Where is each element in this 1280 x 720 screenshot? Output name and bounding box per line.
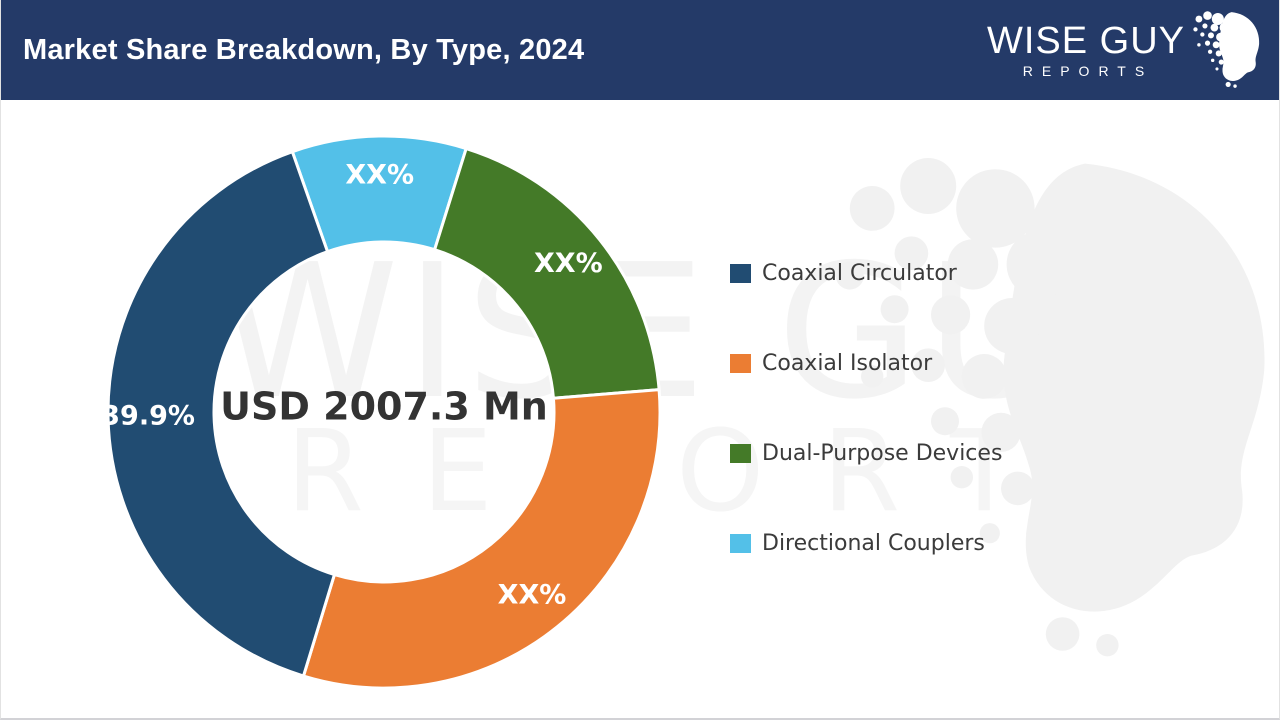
legend-swatch <box>730 443 751 463</box>
logo-text: WISE GUY REPORTS <box>987 22 1185 79</box>
chart-legend: Coaxial Circulator Coaxial Isolator Dual… <box>730 258 1002 618</box>
donut-segment-dual-purpose-devices <box>432 146 661 400</box>
donut-segment-coaxial-circulator <box>106 149 337 678</box>
segment-label-coaxial-circulator: 39.9% <box>101 401 195 432</box>
header-bar: Market Share Breakdown, By Type, 2024 WI… <box>1 0 1279 100</box>
legend-label: Dual-Purpose Devices <box>762 440 1003 466</box>
logo-face-icon <box>1193 11 1260 88</box>
donut-segment-coaxial-isolator <box>301 388 662 690</box>
legend-item-dual-purpose-devices: Dual-Purpose Devices <box>730 438 1002 468</box>
legend-swatch <box>730 263 751 283</box>
segment-label-directional-couplers: XX% <box>345 160 414 191</box>
logo-subtitle: REPORTS <box>1022 62 1154 79</box>
legend-item-coaxial-isolator: Coaxial Isolator <box>730 348 1002 378</box>
legend-item-directional-couplers: Directional Couplers <box>730 528 1002 558</box>
logo-wordmark: WISE GUY <box>986 19 1185 62</box>
legend-item-coaxial-circulator: Coaxial Circulator <box>730 258 1002 288</box>
chart-center-value: USD 2007.3 Mn <box>220 385 548 429</box>
legend-label: Coaxial Isolator <box>762 350 933 376</box>
legend-label: Directional Couplers <box>762 530 985 556</box>
legend-label: Coaxial Circulator <box>762 260 957 286</box>
page-title: Market Share Breakdown, By Type, 2024 <box>23 34 585 66</box>
legend-swatch <box>730 353 751 373</box>
segment-label-coaxial-isolator: XX% <box>498 579 567 610</box>
segment-label-dual-purpose-devices: XX% <box>534 248 603 279</box>
legend-swatch <box>730 533 751 553</box>
wiseguy-logo: WISE GUY REPORTS <box>987 6 1267 94</box>
